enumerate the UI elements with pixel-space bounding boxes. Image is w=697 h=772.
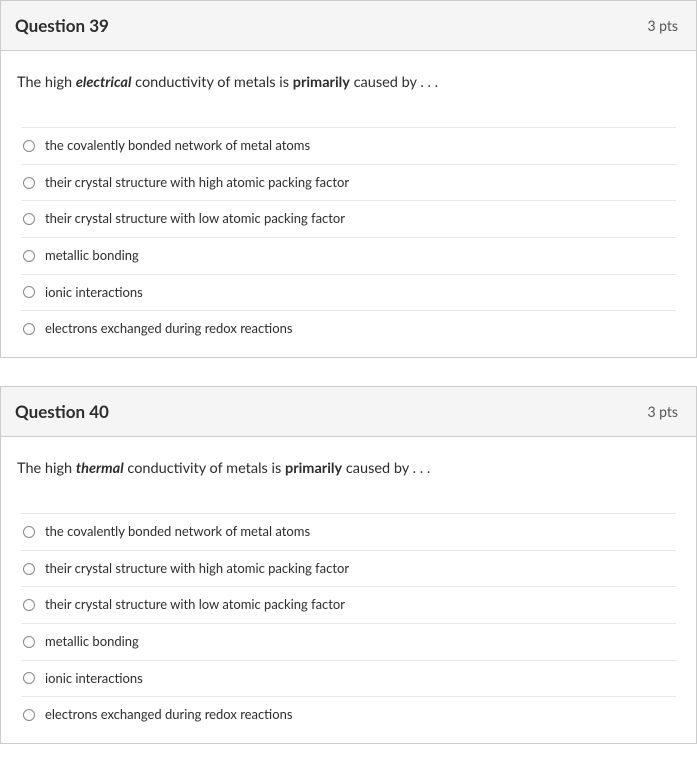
answer-option[interactable]: their crystal structure with high atomic…: [21, 550, 676, 587]
radio-icon[interactable]: [23, 636, 35, 648]
answer-label: metallic bonding: [45, 634, 139, 650]
answer-label: their crystal structure with high atomic…: [45, 175, 349, 191]
stem-emphasis: thermal: [76, 460, 124, 477]
stem-bold: primarily: [285, 460, 342, 477]
radio-icon[interactable]: [23, 599, 35, 611]
answer-option[interactable]: their crystal structure with low atomic …: [21, 200, 676, 237]
question-header: Question 39 3 pts: [1, 1, 696, 51]
radio-icon[interactable]: [23, 140, 35, 152]
question-card-40: Question 40 3 pts The high thermal condu…: [0, 386, 697, 744]
question-body: The high electrical conductivity of meta…: [1, 51, 696, 357]
answer-option[interactable]: their crystal structure with high atomic…: [21, 164, 676, 201]
stem-text-pre: The high: [17, 460, 76, 477]
answer-list: the covalently bonded network of metal a…: [17, 127, 680, 347]
question-title: Question 39: [15, 15, 109, 36]
question-card-39: Question 39 3 pts The high electrical co…: [0, 0, 697, 358]
stem-text-mid: conductivity of metals is: [124, 460, 285, 477]
question-points: 3 pts: [647, 17, 678, 34]
stem-text-mid: conductivity of metals is: [131, 74, 292, 91]
question-stem: The high electrical conductivity of meta…: [17, 73, 680, 93]
radio-icon[interactable]: [23, 177, 35, 189]
stem-text-post: caused by . . .: [342, 460, 430, 477]
question-points: 3 pts: [647, 403, 678, 420]
answer-label: metallic bonding: [45, 248, 139, 264]
stem-text-pre: The high: [17, 74, 76, 91]
answer-label: the covalently bonded network of metal a…: [45, 524, 310, 540]
answer-label: their crystal structure with low atomic …: [45, 597, 345, 613]
stem-bold: primarily: [293, 74, 350, 91]
answer-label: electrons exchanged during redox reactio…: [45, 321, 292, 337]
radio-icon[interactable]: [23, 563, 35, 575]
radio-icon[interactable]: [23, 672, 35, 684]
answer-option[interactable]: the covalently bonded network of metal a…: [21, 127, 676, 164]
answer-list: the covalently bonded network of metal a…: [17, 513, 680, 733]
radio-icon[interactable]: [23, 213, 35, 225]
radio-icon[interactable]: [23, 250, 35, 262]
answer-option[interactable]: ionic interactions: [21, 660, 676, 697]
question-stem: The high thermal conductivity of metals …: [17, 459, 680, 479]
question-header: Question 40 3 pts: [1, 387, 696, 437]
radio-icon[interactable]: [23, 323, 35, 335]
answer-label: the covalently bonded network of metal a…: [45, 138, 310, 154]
answer-option[interactable]: the covalently bonded network of metal a…: [21, 513, 676, 550]
answer-option[interactable]: metallic bonding: [21, 237, 676, 274]
answer-label: electrons exchanged during redox reactio…: [45, 707, 292, 723]
radio-icon[interactable]: [23, 709, 35, 721]
stem-emphasis: electrical: [76, 74, 132, 91]
answer-option[interactable]: electrons exchanged during redox reactio…: [21, 310, 676, 347]
answer-option[interactable]: ionic interactions: [21, 274, 676, 311]
stem-text-post: caused by . . .: [350, 74, 438, 91]
answer-label: ionic interactions: [45, 285, 143, 301]
answer-label: their crystal structure with high atomic…: [45, 561, 349, 577]
answer-option[interactable]: metallic bonding: [21, 623, 676, 660]
answer-label: their crystal structure with low atomic …: [45, 211, 345, 227]
question-body: The high thermal conductivity of metals …: [1, 437, 696, 743]
question-title: Question 40: [15, 401, 109, 422]
answer-option[interactable]: their crystal structure with low atomic …: [21, 586, 676, 623]
radio-icon[interactable]: [23, 526, 35, 538]
radio-icon[interactable]: [23, 286, 35, 298]
answer-label: ionic interactions: [45, 671, 143, 687]
answer-option[interactable]: electrons exchanged during redox reactio…: [21, 696, 676, 733]
